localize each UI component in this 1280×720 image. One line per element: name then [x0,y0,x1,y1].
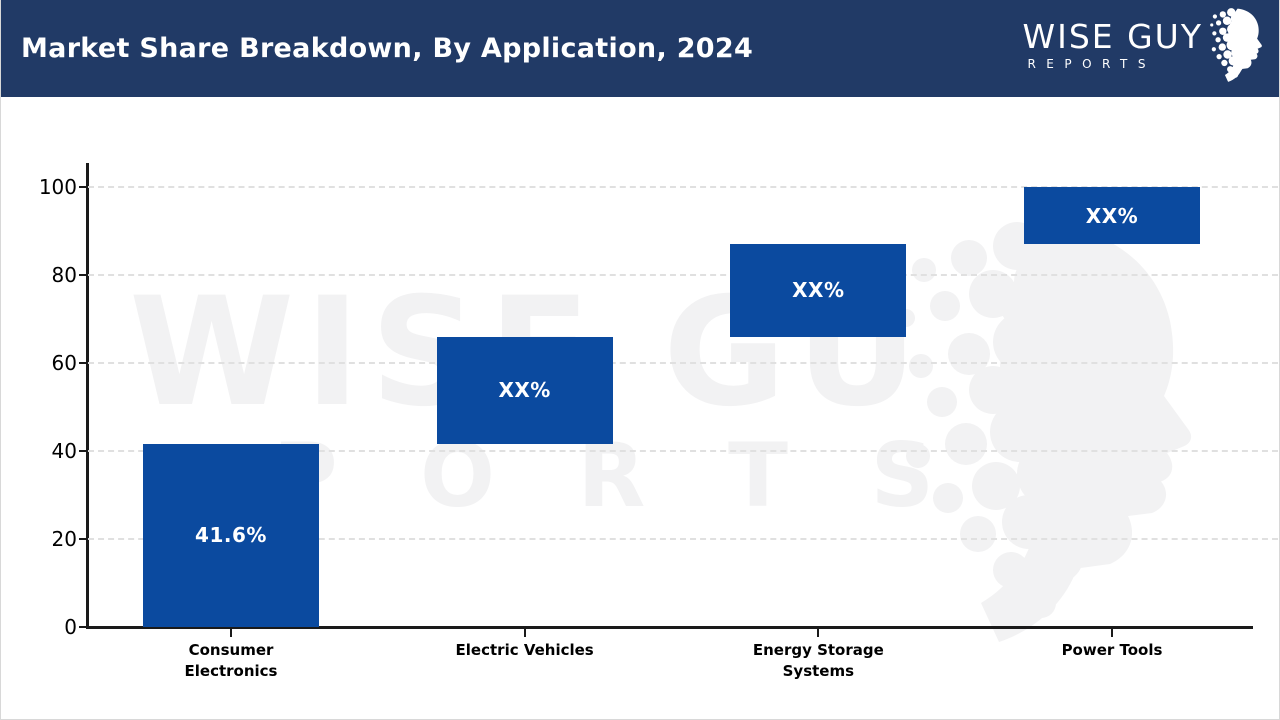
x-category-label: Electric Vehicles [455,641,594,659]
bar-power-tools: XX% [1024,187,1200,245]
y-tick-label: 60 [51,351,77,375]
y-tick-label: 80 [51,263,77,287]
y-tick-mark [79,362,87,364]
y-tick-label: 40 [51,439,77,463]
bar-consumer-electronics: 41.6% [143,443,319,627]
x-axis-line [86,626,1253,629]
x-category-label: Consumer Electronics [184,641,278,680]
header-bar: Market Share Breakdown, By Application, … [1,0,1279,97]
y-tick-label: 20 [51,527,77,551]
y-gridline [88,274,1278,276]
x-tick-mark [1111,629,1113,637]
bar-electric-vehicles: XX% [436,336,613,444]
y-gridline [88,450,1278,452]
brand-subtext: REPORTS [1027,56,1156,71]
bar-value-label: XX% [792,278,845,303]
bar-value-label: XX% [1085,203,1139,228]
y-gridline [88,362,1278,364]
y-tick-mark [79,450,87,452]
bar-value-label: XX% [498,378,551,403]
y-gridline [88,538,1278,540]
page-title: Market Share Breakdown, By Application, … [21,33,754,64]
y-tick-mark [79,186,87,188]
y-tick-mark [79,274,87,276]
x-tick-mark [817,629,820,637]
y-tick-mark [79,626,87,628]
y-axis-line [86,163,89,629]
x-category-label: Energy Storage Systems [752,641,884,680]
x-category-label: Power Tools [1061,641,1163,659]
y-tick-mark [79,538,87,540]
bar-value-label: 41.6% [195,523,267,548]
bar-energy-storage-systems: XX% [730,244,907,337]
x-tick-mark [523,629,526,637]
brand-name: WISE GUY [1022,17,1203,57]
y-tick-label: 100 [38,175,77,199]
watermark-text-line2: P O R T S [273,424,961,527]
brand-wordmark: WISE GUY REPORTS [1022,17,1203,71]
brand-logo: WISE GUY REPORTS [1022,8,1265,82]
y-gridline [88,186,1278,188]
x-tick-mark [230,629,232,637]
y-tick-label: 0 [64,615,77,639]
